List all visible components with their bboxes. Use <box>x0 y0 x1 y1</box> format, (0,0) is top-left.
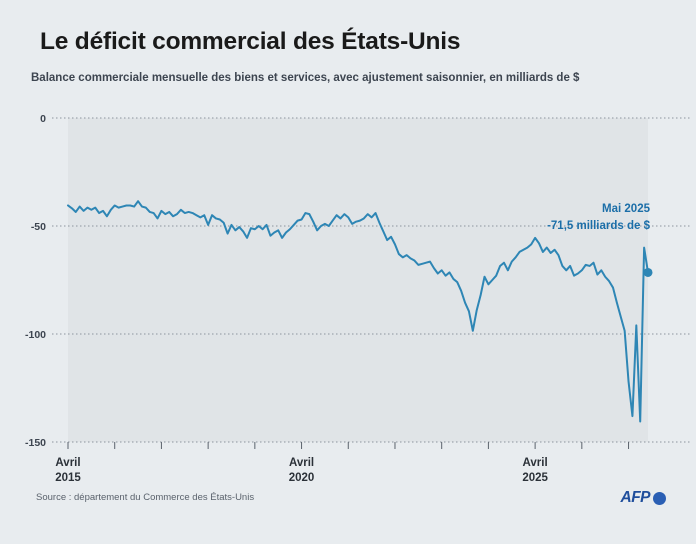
page-subtitle: Balance commerciale mensuelle des biens … <box>31 72 580 84</box>
source-note: Source : département du Commerce des Éta… <box>36 492 255 503</box>
x-axis-label: 2020 <box>289 472 315 484</box>
x-axis-label: Avril <box>55 457 80 469</box>
endpoint-marker <box>643 267 653 277</box>
y-axis-label: -150 <box>25 437 46 449</box>
x-axis-label: Avril <box>289 457 314 469</box>
x-axis-label: Avril <box>523 457 548 469</box>
chart-area: 0 -50 -100 -150 Avril 2015 Avril 2020 Avril 2025 <box>0 100 696 490</box>
y-axis-label: -50 <box>31 221 46 233</box>
y-axis-label: 0 <box>40 113 46 125</box>
plot-background <box>68 118 648 442</box>
x-axis-label: 2025 <box>522 472 548 484</box>
annotation-date: Mai 2025 <box>602 203 650 215</box>
afp-logo-text: AFP <box>620 489 651 506</box>
annotation-value: -71,5 milliards de $ <box>547 220 650 232</box>
afp-logo-dot-icon <box>653 491 666 505</box>
line-chart: 0 -50 -100 -150 Avril 2015 Avril 2020 Avril 2025 <box>25 113 690 484</box>
data-line <box>67 200 649 423</box>
page-title: Le déficit commercial des États-Unis <box>40 28 461 55</box>
y-axis-label: -100 <box>25 329 46 341</box>
x-axis-label: 2015 <box>55 472 81 484</box>
afp-logo: AFP <box>620 489 666 507</box>
